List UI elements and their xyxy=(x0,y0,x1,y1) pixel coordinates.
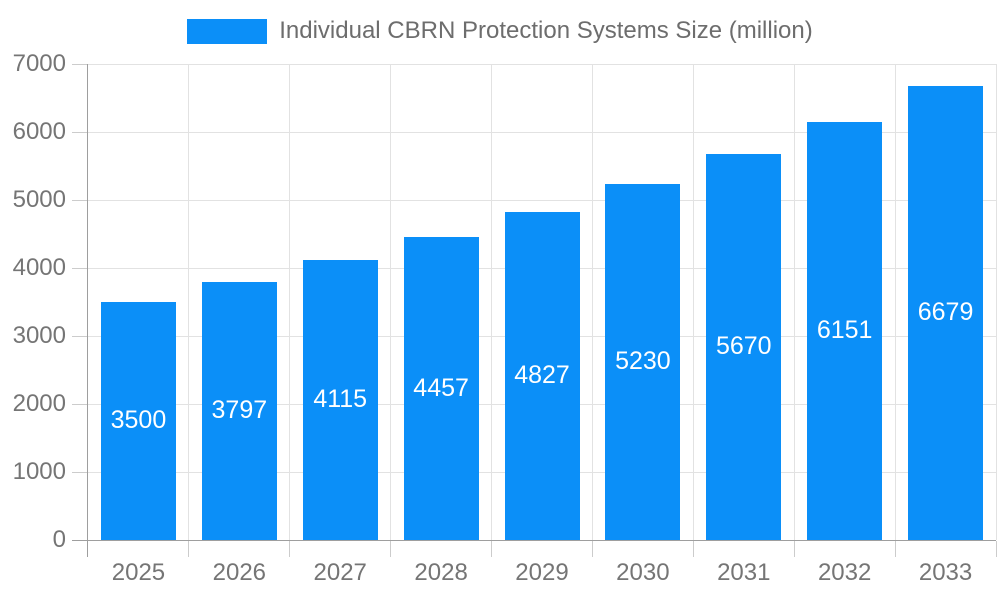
y-axis-label: 0 xyxy=(52,526,66,553)
bar-2030[interactable] xyxy=(605,184,681,540)
v-gridline xyxy=(591,64,593,540)
x-axis-label: 2032 xyxy=(817,559,872,586)
bar-2032[interactable] xyxy=(807,122,883,540)
bar-value-label: 4827 xyxy=(514,361,570,389)
x-axis-label: 2028 xyxy=(414,559,468,586)
x-axis-label: 2029 xyxy=(515,559,569,586)
y-axis-tick xyxy=(72,199,87,201)
bar-2029[interactable] xyxy=(504,212,580,540)
y-axis-tick xyxy=(72,403,87,405)
bar-2027[interactable] xyxy=(302,260,378,540)
v-gridline xyxy=(894,64,896,540)
bar-value-label: 6679 xyxy=(917,298,974,326)
x-axis-tick xyxy=(692,541,694,557)
x-axis-tick xyxy=(591,541,593,557)
x-axis-tick xyxy=(390,541,392,557)
bar-2033[interactable] xyxy=(908,86,984,540)
x-axis-tick xyxy=(491,541,493,557)
y-axis-label: 5000 xyxy=(12,186,66,213)
x-axis-label: 2026 xyxy=(212,559,267,586)
bar-2026[interactable] xyxy=(201,282,277,540)
h-gridline xyxy=(88,199,996,201)
y-axis-label: 1000 xyxy=(12,458,66,485)
x-axis-label: 2031 xyxy=(717,559,771,586)
y-axis-label: 2000 xyxy=(12,390,66,417)
bar-value-label: 5230 xyxy=(615,347,671,375)
bar-value-label: 6151 xyxy=(816,316,873,344)
bar-2031[interactable] xyxy=(706,154,782,540)
y-axis-label: 6000 xyxy=(12,118,66,145)
h-gridline xyxy=(88,131,996,133)
bar-value-label: 4457 xyxy=(413,373,469,402)
y-axis-label: 4000 xyxy=(12,254,66,281)
x-axis-tick xyxy=(793,541,795,557)
v-gridline xyxy=(995,64,997,540)
y-axis-tick xyxy=(72,539,87,541)
y-axis-line xyxy=(87,64,88,557)
y-axis-tick xyxy=(72,63,87,65)
plot-area: 0 1000 2000 3000 4000 5000 6000 7000 3500 2025 379… xyxy=(13,51,997,586)
x-axis-label: 2025 xyxy=(111,559,166,586)
x-axis-tick xyxy=(995,541,997,557)
v-gridline xyxy=(692,64,694,540)
x-axis-tick xyxy=(289,541,291,557)
v-gridline xyxy=(188,64,190,540)
legend-swatch-icon xyxy=(187,18,268,44)
x-axis-baseline xyxy=(88,540,996,541)
bar-value-label: 4115 xyxy=(313,385,368,413)
y-axis-label: 7000 xyxy=(12,50,66,77)
v-gridline xyxy=(289,64,291,540)
bar-value-label: 3797 xyxy=(211,396,268,424)
bar-value-label: 3500 xyxy=(110,406,167,434)
legend[interactable]: Individual CBRN Protection Systems Size … xyxy=(0,17,1000,45)
bar-value-label: 5670 xyxy=(715,332,772,360)
x-axis-tick xyxy=(894,541,896,557)
x-axis-label: 2030 xyxy=(616,559,670,586)
x-axis-label: 2033 xyxy=(918,559,973,586)
y-axis-tick xyxy=(72,335,87,337)
y-axis-tick xyxy=(72,267,87,269)
legend-label: Individual CBRN Protection Systems Size … xyxy=(279,17,813,44)
v-gridline xyxy=(793,64,795,540)
y-axis-tick xyxy=(72,471,87,473)
v-gridline xyxy=(491,64,493,540)
x-axis-tick xyxy=(188,541,190,557)
h-gridline xyxy=(88,63,996,65)
y-axis-tick xyxy=(72,131,87,133)
x-axis-label: 2027 xyxy=(313,559,367,586)
bar-2025[interactable] xyxy=(100,302,176,540)
bar-2028[interactable] xyxy=(403,237,479,540)
y-axis-label: 3000 xyxy=(12,322,66,349)
v-gridline xyxy=(390,64,392,540)
